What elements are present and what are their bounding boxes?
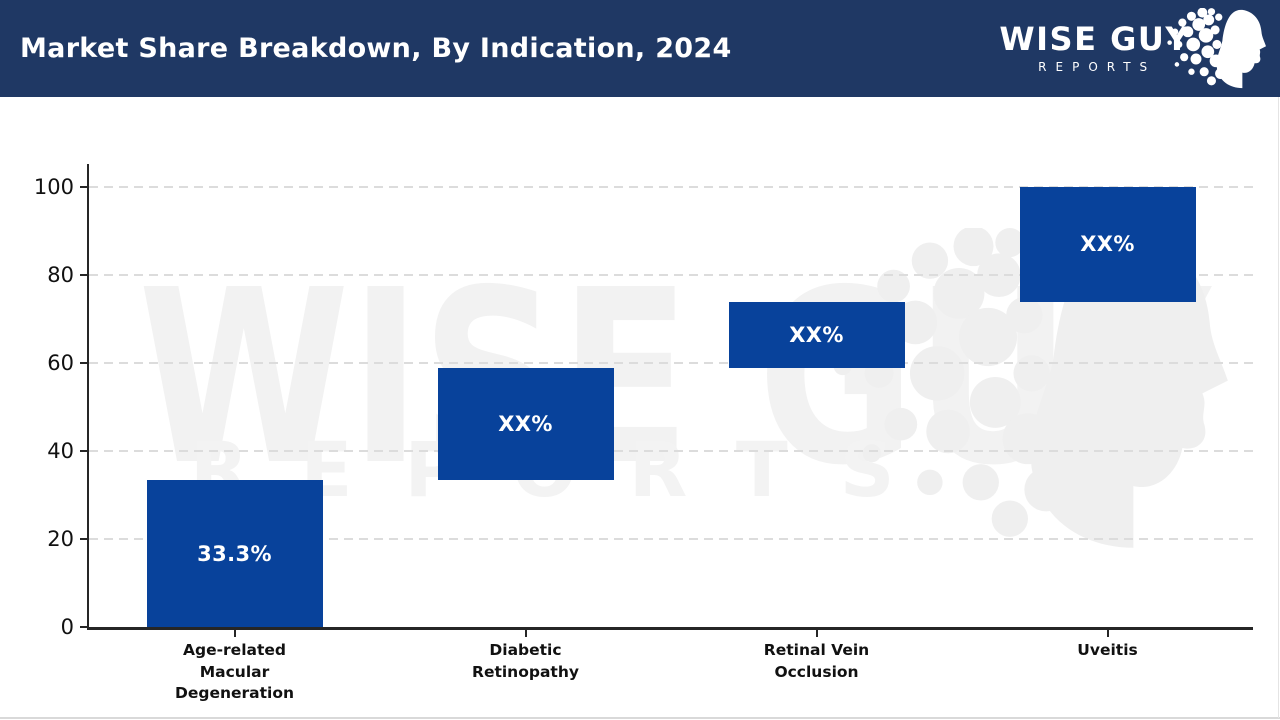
logo-reports-text: REPORTS (1038, 60, 1157, 74)
logo-wiseguy-text: WISE GUY (999, 20, 1190, 58)
category-label: Diabetic Retinopathy (472, 641, 579, 681)
y-tick-80 (80, 273, 89, 276)
page-bottom-divider (0, 717, 1280, 719)
bar-value-label: XX% (498, 412, 553, 437)
y-axis-line (87, 164, 89, 629)
logo-text: WISE GUY REPORTS (999, 23, 1190, 74)
gridline-60 (89, 361, 1253, 364)
y-tick-0 (80, 626, 89, 628)
chart-title: Market Share Breakdown, By Indication, 2… (20, 33, 732, 64)
bar-segment-1: XX% (437, 367, 614, 481)
category-label: Uveitis (1077, 641, 1138, 659)
category-label: Retinal Vein Occlusion (763, 641, 870, 681)
gridline-80 (89, 273, 1253, 276)
bar-segment-2: XX% (728, 301, 905, 368)
bar-value-label: XX% (789, 322, 844, 347)
x-tick-1 (524, 629, 527, 637)
y-tick-label: 20 (47, 526, 74, 551)
gridline-40 (89, 449, 1253, 452)
page-right-divider (1277, 97, 1279, 718)
gridline-100 (89, 185, 1253, 188)
y-tick-label: 60 (47, 350, 74, 375)
y-tick-label: 0 (60, 615, 74, 639)
bar-segment-3: XX% (1019, 186, 1196, 302)
y-tick-40 (80, 449, 89, 452)
x-tick-2 (815, 629, 818, 637)
bar-segment-0: 33.3% (146, 480, 323, 627)
bar-value-label: 33.3% (197, 541, 272, 566)
x-tick-0 (233, 629, 236, 637)
x-tick-3 (1106, 629, 1109, 637)
wiseguy-logo: WISE GUY REPORTS (999, 7, 1266, 90)
gridline-20 (89, 537, 1253, 540)
x-axis-line (87, 627, 1253, 630)
y-tick-label: 100 (33, 174, 74, 199)
y-tick-60 (80, 361, 89, 364)
category-label: Age-related Macular Degeneration (174, 641, 295, 703)
y-tick-label: 80 (47, 262, 74, 287)
y-tick-20 (80, 537, 89, 540)
y-tick-100 (80, 185, 89, 188)
bar-value-label: XX% (1080, 232, 1135, 257)
y-tick-label: 40 (47, 438, 74, 463)
header-bar: Market Share Breakdown, By Indication, 2… (0, 0, 1280, 97)
